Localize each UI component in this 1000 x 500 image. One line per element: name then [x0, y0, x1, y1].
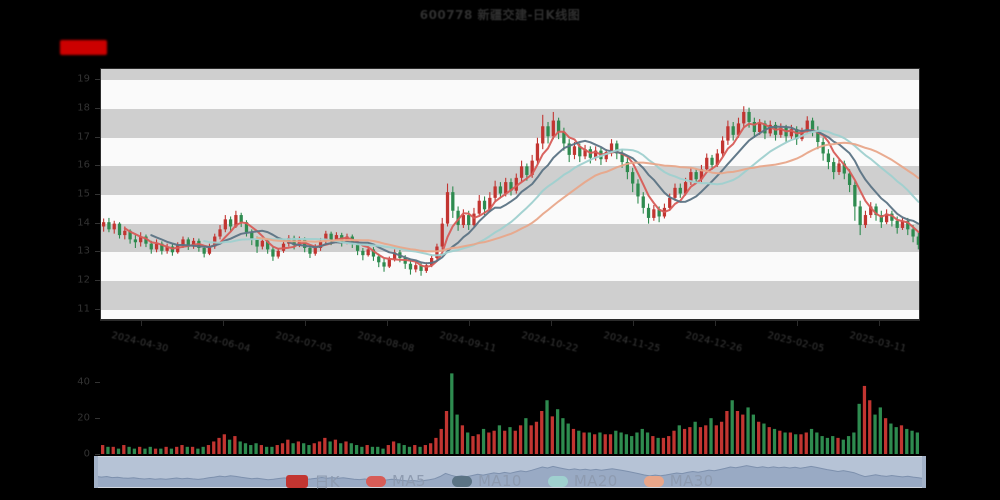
legend-label: MA10 [477, 472, 522, 490]
price-axis-tick [95, 222, 100, 224]
legend-item-ma30[interactable]: MA30 [643, 472, 714, 490]
price-axis-label: 15 [77, 188, 90, 200]
x-axis-label: 2024-10-22 [520, 330, 580, 355]
page-title: 600778 新疆交建-日K线图 [419, 8, 581, 22]
price-axis-tick [95, 194, 100, 195]
x-axis-label: 2025-03-11 [848, 330, 908, 355]
grid-band [101, 280, 919, 310]
legend-marker-icon [643, 475, 664, 487]
x-axis-tick [879, 320, 880, 326]
legend-label: MA30 [669, 472, 714, 490]
legend-marker-icon [366, 475, 386, 487]
price-y-axis: 11 12 13 14 15 16 17 18 19 [52, 68, 100, 320]
price-axis-label: 14 [77, 217, 90, 229]
volume-axis-label: 0 [83, 448, 90, 460]
price-axis-label: 13 [77, 245, 90, 257]
volume-axis-label: 20 [77, 412, 90, 424]
x-axis-tick [469, 320, 470, 326]
x-axis-label: 2024-09-11 [438, 330, 498, 355]
legend-marker-icon [451, 475, 472, 487]
legend-marker-icon [286, 474, 309, 488]
x-axis-tick [715, 320, 716, 326]
x-axis-tick [141, 320, 142, 326]
grid-band [101, 223, 919, 253]
x-axis-line [100, 320, 920, 321]
x-axis-tick [223, 320, 224, 326]
x-axis-label: 2024-12-26 [684, 330, 744, 355]
price-axis-label: 16 [77, 159, 90, 171]
price-axis-tick [95, 308, 100, 310]
volume-y-axis: 0 20 40 [52, 368, 100, 460]
datazoom-slider[interactable] [94, 456, 926, 488]
x-axis-tick [305, 320, 306, 326]
legend-item-ma10[interactable]: MA10 [451, 472, 522, 490]
price-axis-tick [95, 279, 100, 281]
legend-label: 日K [314, 472, 340, 491]
legend-label: MA5 [392, 472, 426, 490]
x-axis-label: 2024-04-30 [110, 330, 170, 355]
legend-item-ma5[interactable]: MA5 [366, 472, 426, 490]
legend-marker-icon [547, 475, 568, 487]
x-axis-tick [387, 320, 388, 326]
current-price-badge: 13.26 [60, 40, 107, 55]
price-axis-tick [95, 79, 100, 81]
volume-axis-label: 40 [77, 376, 90, 388]
legend-item-ma20[interactable]: MA20 [547, 472, 618, 490]
price-axis-label: 11 [77, 303, 90, 315]
legend-label: MA20 [573, 472, 618, 490]
price-axis-tick [95, 136, 100, 138]
price-axis-tick [95, 108, 100, 110]
price-axis-tick [95, 251, 100, 253]
price-axis-label: 12 [77, 274, 90, 286]
x-axis-label: 2024-08-08 [356, 330, 416, 355]
price-axis-label: 19 [77, 73, 90, 85]
x-axis-tick [797, 320, 798, 326]
x-axis-label: 2024-11-25 [602, 330, 662, 355]
grid-band [101, 109, 919, 138]
x-axis-tick [551, 320, 552, 326]
price-plot-area [100, 68, 920, 320]
candlestick-plot [101, 69, 919, 319]
volume-axis-tick [95, 382, 100, 384]
price-axis-label: 18 [77, 102, 90, 114]
x-axis-label: 2024-06-04 [192, 330, 252, 355]
x-axis-label: 2024-07-05 [274, 330, 334, 355]
legend-item-日k[interactable]: 日K [286, 471, 340, 492]
legend: 日K MA5 MA10 MA20 MA30 [0, 468, 1000, 494]
volume-axis-tick [95, 418, 100, 420]
volume-plot-area [100, 368, 920, 454]
volume-axis-tick [95, 454, 100, 455]
price-axis-tick [95, 165, 100, 167]
datazoom-handle-left[interactable] [94, 456, 98, 488]
datazoom-handle-right[interactable] [922, 456, 926, 488]
grid-band [101, 69, 919, 81]
price-axis-label: 17 [77, 131, 90, 143]
x-axis-label: 2025-02-05 [766, 330, 826, 355]
x-axis-tick [633, 320, 634, 326]
